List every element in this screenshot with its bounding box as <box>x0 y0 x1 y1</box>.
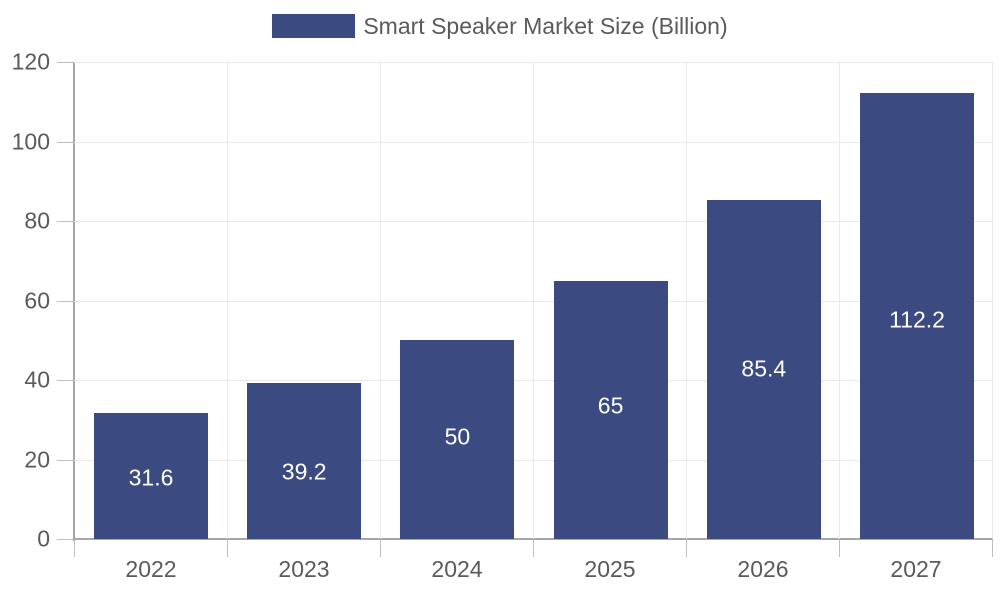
plot-area: 31.6 39.2 50 65 85.4 112.2 <box>74 62 993 540</box>
bar-2023[interactable] <box>247 383 362 539</box>
x-tick-mark-0 <box>74 540 75 557</box>
x-tick-mark-6 <box>992 540 993 557</box>
legend-item-smart-speaker-market-size[interactable]: Smart Speaker Market Size (Billion) <box>272 12 728 39</box>
x-tick-mark-2 <box>380 540 381 557</box>
y-tick-label-120: 120 <box>11 48 50 75</box>
x-tick-mark-1 <box>227 540 228 557</box>
bar-value-label-2023: 39.2 <box>281 458 327 485</box>
y-tick-mark-80 <box>57 221 74 222</box>
y-tick-mark-100 <box>57 141 74 143</box>
vertical-gridline-2 <box>380 62 381 539</box>
y-axis-line <box>73 62 75 541</box>
axis-baseline-0 <box>74 538 993 540</box>
x-tick-mark-4 <box>686 540 687 557</box>
y-tick-mark-20 <box>57 459 74 461</box>
legend-item-label: Smart Speaker Market Size (Billion) <box>363 12 728 39</box>
bar-2027[interactable] <box>860 93 974 539</box>
x-tick-label-2024: 2024 <box>431 556 483 582</box>
vertical-gridline-1 <box>227 62 228 539</box>
x-tick-mark-5 <box>839 540 840 557</box>
y-tick-mark-60 <box>57 300 74 302</box>
bar-2024[interactable] <box>400 340 515 539</box>
y-tick-mark-0 <box>57 539 74 540</box>
vertical-gridline-3 <box>533 62 534 539</box>
y-axis-tick-labels: 120 100 80 60 40 20 0 <box>0 0 50 600</box>
plot-right-border <box>992 62 993 539</box>
y-tick-label-80: 80 <box>24 207 50 234</box>
bar-value-label-2026: 85.4 <box>741 355 787 382</box>
x-tick-mark-3 <box>533 540 534 557</box>
y-tick-mark-40 <box>57 380 74 381</box>
chart-legend: Smart Speaker Market Size (Billion) <box>0 0 1000 52</box>
x-tick-label-2023: 2023 <box>278 556 330 582</box>
bar-value-label-2025: 65 <box>597 392 624 419</box>
bar-2026[interactable] <box>706 199 821 539</box>
bar-value-label-2027: 112.2 <box>889 306 945 333</box>
y-tick-label-20: 20 <box>24 446 50 472</box>
vertical-gridline-5 <box>839 62 840 539</box>
bar-value-label-2024: 50 <box>444 423 471 450</box>
legend-color-swatch-icon <box>272 14 356 38</box>
bar-2022[interactable] <box>94 413 208 539</box>
y-tick-label-100: 100 <box>11 128 50 154</box>
x-tick-label-2022: 2022 <box>125 556 177 582</box>
x-tick-label-2027: 2027 <box>890 556 942 582</box>
bar-2025[interactable] <box>553 280 668 539</box>
x-tick-label-2026: 2026 <box>737 556 789 582</box>
y-tick-label-0: 0 <box>37 525 50 552</box>
y-tick-label-40: 40 <box>24 366 50 393</box>
y-tick-label-60: 60 <box>24 287 50 313</box>
x-tick-label-2025: 2025 <box>584 556 636 582</box>
vertical-gridline-4 <box>686 62 687 539</box>
y-tick-mark-120 <box>57 62 74 63</box>
bar-value-label-2022: 31.6 <box>128 464 174 491</box>
